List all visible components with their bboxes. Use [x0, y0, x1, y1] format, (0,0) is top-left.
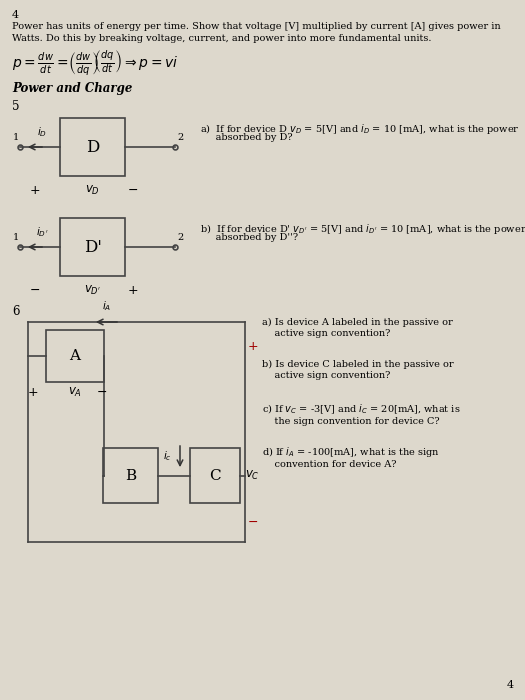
- Text: b)  If for device D' $v_{D'}$ = 5[V] and $i_{D'}$ = 10 [mA], what is the power: b) If for device D' $v_{D'}$ = 5[V] and …: [200, 222, 525, 236]
- Text: absorbed by D''?: absorbed by D''?: [200, 233, 298, 242]
- Bar: [46, 330, 104, 382]
- Bar: [190, 448, 240, 503]
- Text: $i_c$: $i_c$: [163, 449, 171, 463]
- Text: $p = \frac{dw}{dt} = \!\left(\frac{dw}{dq}\right)\!\!\left(\frac{dq}{dt}\right) : $p = \frac{dw}{dt} = \!\left(\frac{dw}{d…: [12, 48, 178, 77]
- Text: 6: 6: [12, 305, 19, 318]
- Text: $v_C$: $v_C$: [245, 469, 260, 482]
- Text: 4: 4: [507, 680, 513, 690]
- Text: −: −: [128, 183, 138, 197]
- Text: 5: 5: [12, 100, 19, 113]
- Text: $i_{D'}$: $i_{D'}$: [36, 225, 48, 239]
- Bar: [60, 118, 125, 176]
- Text: D': D': [83, 239, 101, 256]
- Text: +: +: [28, 386, 38, 398]
- Text: 1: 1: [13, 233, 19, 242]
- Text: −: −: [248, 515, 258, 528]
- Text: D: D: [86, 139, 99, 155]
- Bar: [60, 218, 125, 276]
- Text: +: +: [30, 183, 40, 197]
- Text: 4: 4: [12, 10, 19, 20]
- Text: c) If $v_C$ = -3[V] and $i_C$ = 20[mA], what is
    the sign convention for devi: c) If $v_C$ = -3[V] and $i_C$ = 20[mA], …: [262, 402, 460, 426]
- Text: +: +: [248, 340, 258, 354]
- Text: $v_D$: $v_D$: [85, 183, 100, 197]
- Text: a) Is device A labeled in the passive or
    active sign convention?: a) Is device A labeled in the passive or…: [262, 318, 453, 337]
- Text: −: −: [97, 386, 107, 398]
- Text: 1: 1: [13, 133, 19, 142]
- Text: absorbed by D?: absorbed by D?: [200, 133, 292, 142]
- Text: B: B: [125, 468, 136, 482]
- Text: d) If $i_A$ = -100[mA], what is the sign
    convention for device A?: d) If $i_A$ = -100[mA], what is the sign…: [262, 445, 440, 470]
- Text: 2: 2: [178, 133, 184, 142]
- Text: Power has units of energy per time. Show that voltage [V] multiplied by current : Power has units of energy per time. Show…: [12, 22, 501, 31]
- Text: Power and Charge: Power and Charge: [12, 82, 132, 95]
- Text: $v_A$: $v_A$: [68, 386, 82, 398]
- Text: +: +: [128, 284, 138, 297]
- Text: A: A: [69, 349, 80, 363]
- Text: $v_{D'}$: $v_{D'}$: [84, 284, 101, 297]
- Text: a)  If for device D $v_D$ = 5[V] and $i_D$ = 10 [mA], what is the power: a) If for device D $v_D$ = 5[V] and $i_D…: [200, 122, 520, 136]
- Text: $i_A$: $i_A$: [102, 299, 112, 313]
- Bar: [103, 448, 158, 503]
- Text: b) Is device C labeled in the passive or
    active sign convention?: b) Is device C labeled in the passive or…: [262, 360, 454, 379]
- Text: 2: 2: [178, 233, 184, 242]
- Text: Watts. Do this by breaking voltage, current, and power into more fundamental uni: Watts. Do this by breaking voltage, curr…: [12, 34, 432, 43]
- Text: −: −: [30, 284, 40, 297]
- Text: $i_D$: $i_D$: [37, 125, 47, 139]
- Text: C: C: [209, 468, 221, 482]
